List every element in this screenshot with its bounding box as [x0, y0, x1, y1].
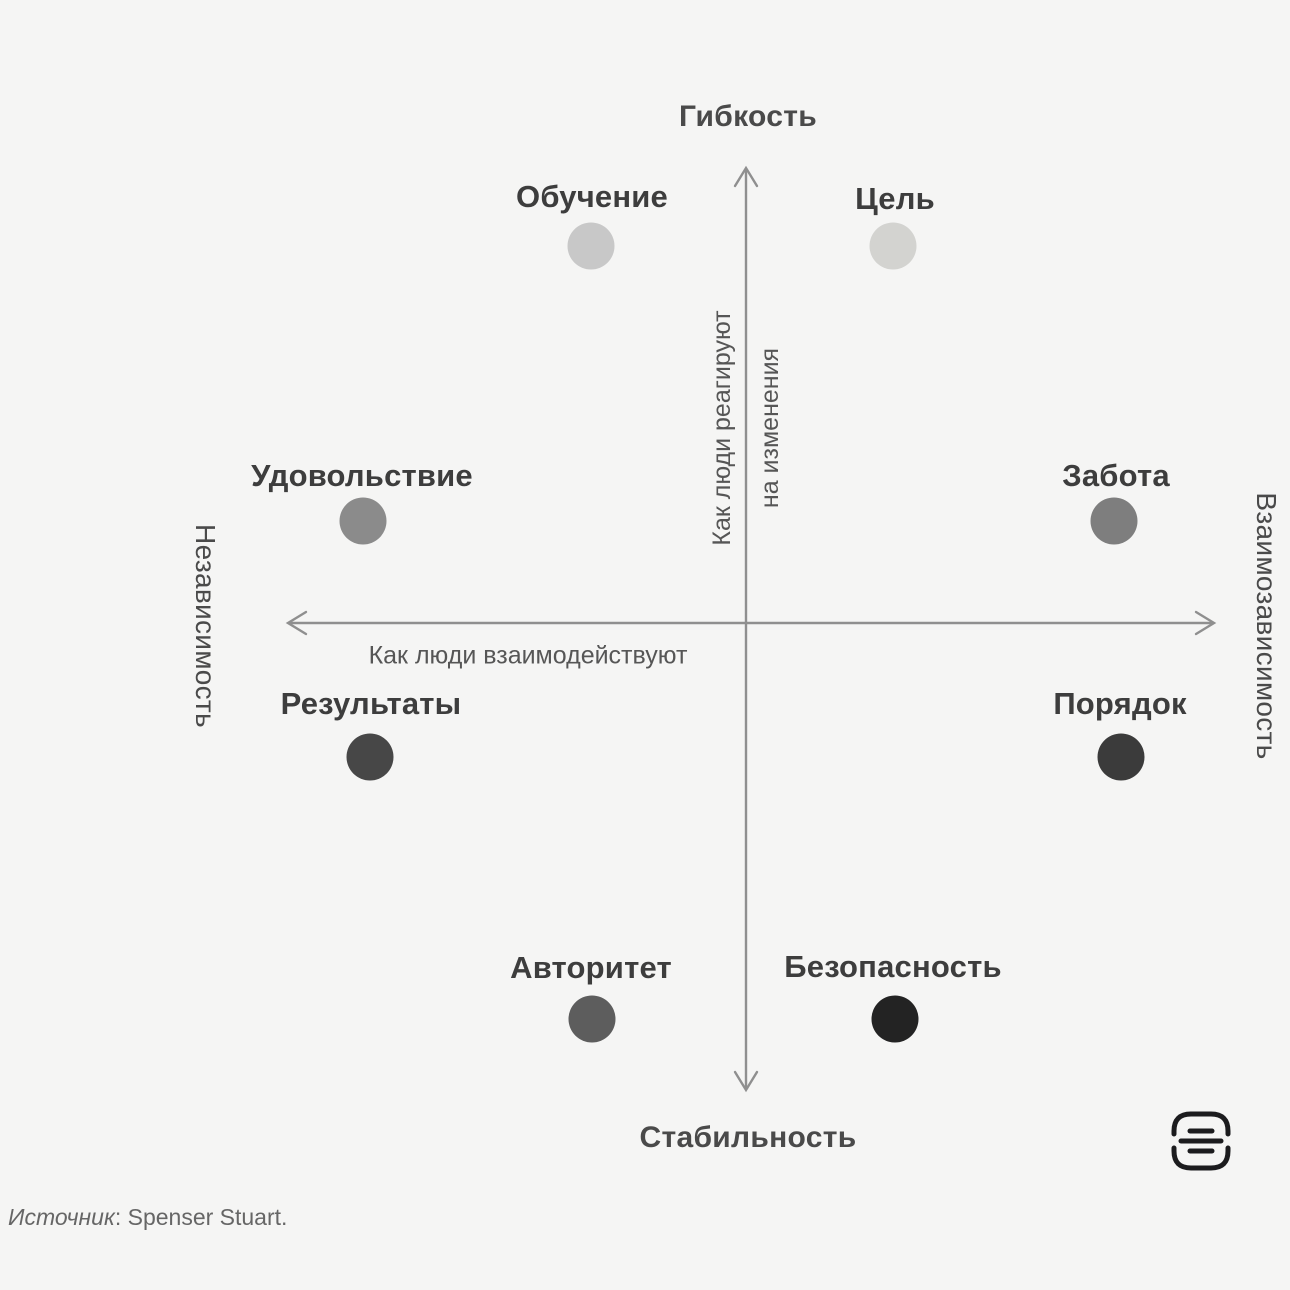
- source-note: Источник: Spenser Stuart.: [8, 1204, 287, 1231]
- horizontal-axis-arrow-right: [1194, 610, 1217, 636]
- axis-label-flexibility: Гибкость: [678, 100, 818, 133]
- point-label-safety: Безопасность: [784, 949, 1002, 984]
- vertical-axis-description-line2: на изменения: [756, 347, 784, 509]
- point-dot-authority: [568, 995, 616, 1043]
- text-scan-button[interactable]: [1160, 1100, 1242, 1182]
- point-label-learning: Обучение: [516, 179, 668, 214]
- point-dot-purpose: [869, 222, 917, 270]
- text-scan-icon: [1171, 1111, 1231, 1171]
- point-label-purpose: Цель: [855, 181, 935, 216]
- axis-label-stability: Стабильность: [639, 1121, 857, 1154]
- vertical-axis-arrow-top: [733, 165, 759, 188]
- vertical-axis-description: Как люди реагируют на изменения: [698, 310, 794, 545]
- point-dot-enjoyment: [339, 497, 387, 545]
- point-dot-order: [1097, 733, 1145, 781]
- point-label-order: Порядок: [1053, 686, 1187, 721]
- point-dot-learning: [567, 222, 615, 270]
- vertical-axis-description-line1: Как люди реагируют: [708, 310, 736, 546]
- point-dot-results: [346, 733, 394, 781]
- point-label-authority: Авторитет: [510, 950, 672, 985]
- vertical-axis-arrow-bottom: [733, 1070, 759, 1093]
- point-dot-safety: [871, 995, 919, 1043]
- point-dot-caring: [1090, 497, 1138, 545]
- axis-label-independence: Независимость: [190, 524, 221, 728]
- source-text: : Spenser Stuart.: [114, 1204, 288, 1230]
- horizontal-axis-arrow-left: [285, 610, 308, 636]
- source-prefix: Источник: [8, 1204, 115, 1230]
- point-label-caring: Забота: [1062, 458, 1170, 493]
- point-label-enjoyment: Удовольствие: [251, 458, 473, 493]
- point-label-results: Результаты: [280, 686, 462, 721]
- horizontal-axis-description: Как люди взаимодействуют: [368, 641, 688, 670]
- axis-label-interdependence: Взаимозависимость: [1251, 492, 1282, 760]
